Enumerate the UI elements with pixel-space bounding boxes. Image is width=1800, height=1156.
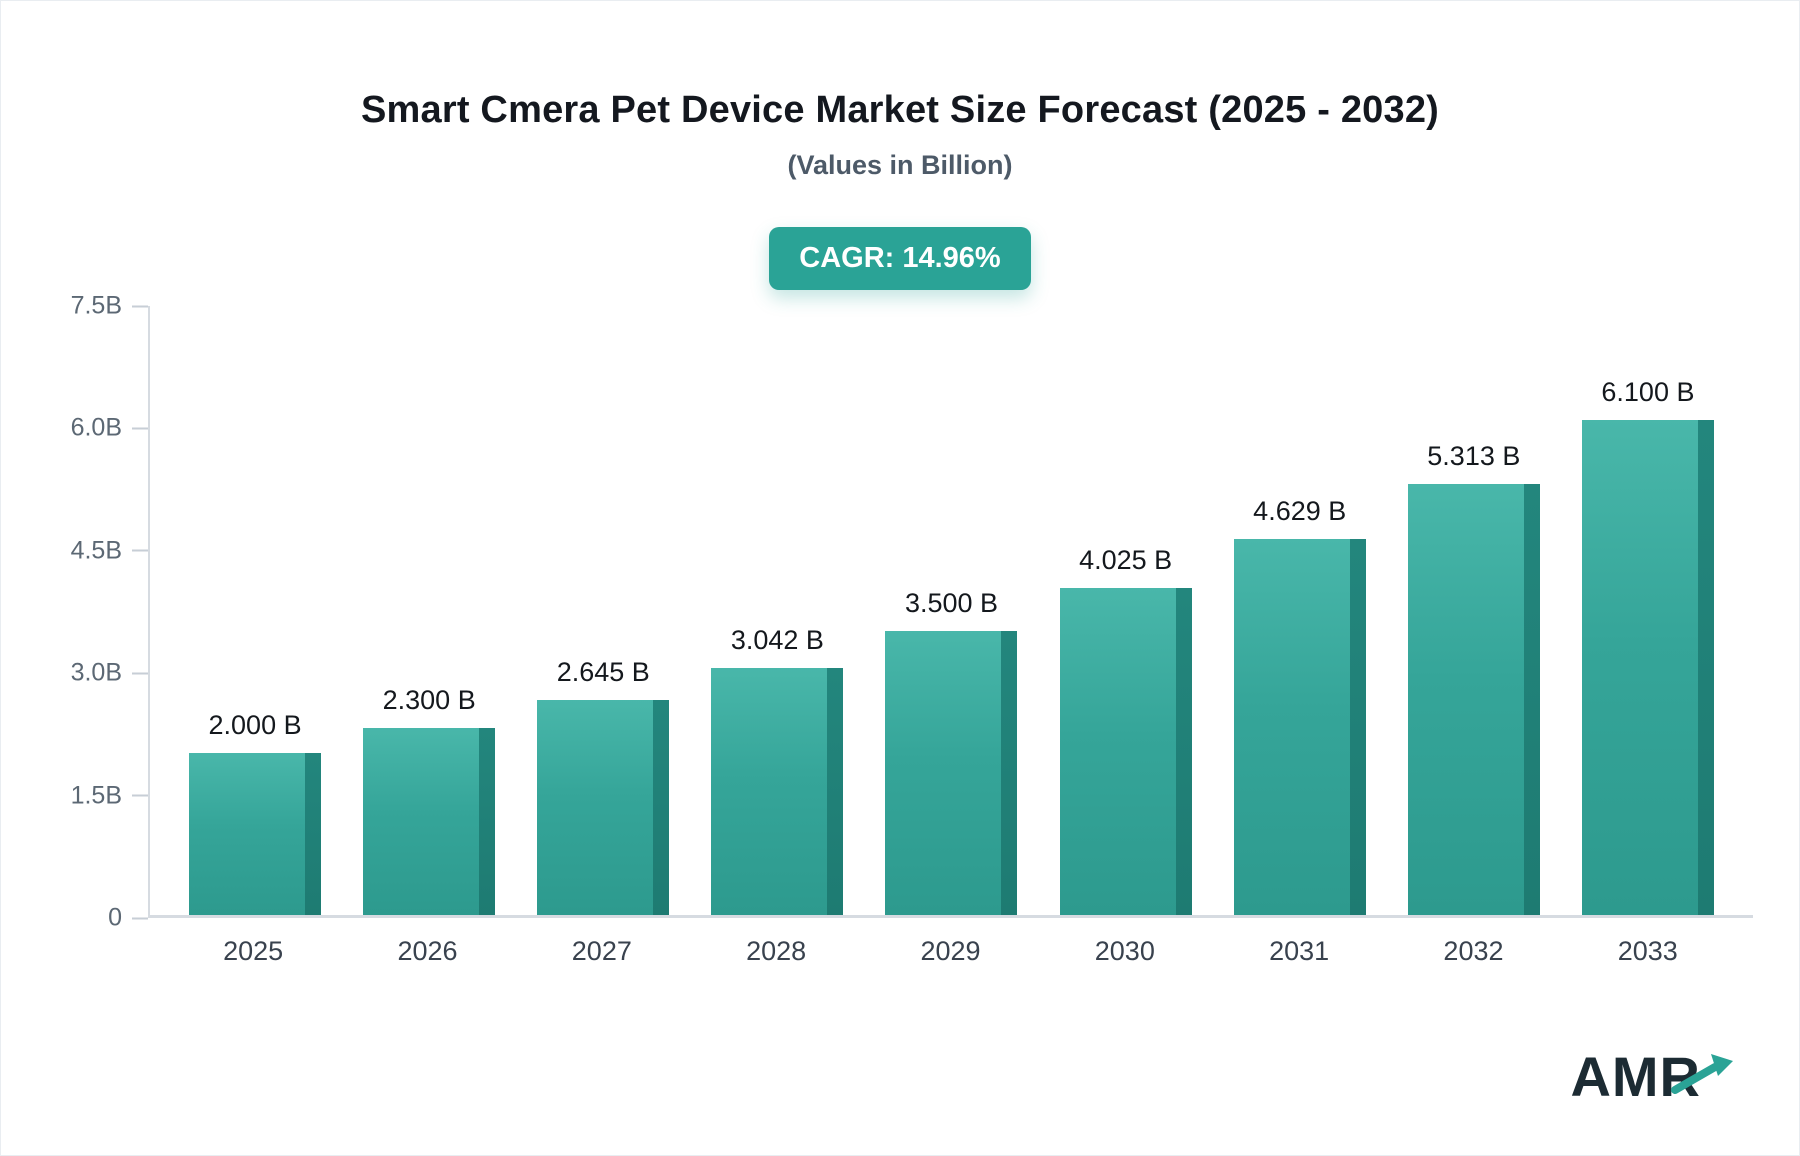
bar-side-face: [827, 668, 844, 915]
bar-value-label: 4.629 B: [1253, 496, 1347, 527]
y-axis: 7.5B 6.0B 4.5B 3.0B 1.5B 0: [23, 292, 148, 932]
bar-side-face: [653, 700, 670, 915]
bar-side-face: [479, 728, 496, 915]
y-tick-mark: [132, 549, 148, 552]
bar-front-face: [189, 752, 306, 915]
bar: [885, 630, 1018, 915]
bar-front-face: [711, 668, 828, 915]
bar-front-face: [363, 728, 480, 915]
brand-logo: AMR: [1570, 1044, 1735, 1109]
bar-front-face: [1581, 419, 1698, 915]
bar: [1407, 483, 1540, 915]
x-axis-label: 2030: [1094, 936, 1155, 966]
bar: [1059, 588, 1192, 915]
bar-group: 4.629 B: [1213, 306, 1387, 915]
bar-group: 2.645 B: [516, 306, 690, 915]
chart-title: Smart Cmera Pet Device Market Size Forec…: [360, 89, 1440, 131]
bar-side-face: [1697, 419, 1714, 915]
x-axis-label: 2029: [920, 936, 981, 966]
x-axis-label: 2031: [1269, 936, 1330, 966]
y-tick: 7.5B: [71, 292, 148, 321]
bar-side-face: [1175, 588, 1192, 915]
bar-value-label: 4.025 B: [1079, 545, 1173, 576]
bar-side-face: [305, 752, 322, 915]
y-tick-label: 0: [108, 903, 122, 932]
bar-side-face: [1523, 483, 1540, 915]
x-axis-labels: 2025 2026 2027 2028 2029 2030 2031 2032 2033: [148, 936, 1753, 967]
y-tick: 4.5B: [71, 536, 148, 565]
y-tick-label: 4.5B: [70, 536, 122, 565]
bar-value-label: 2.000 B: [208, 709, 302, 740]
bar-value-label: 6.100 B: [1601, 376, 1695, 407]
bar: [189, 752, 322, 915]
bar-value-label: 3.500 B: [904, 587, 999, 618]
bar-front-face: [537, 700, 654, 915]
bar: [711, 668, 844, 915]
bar-group: 6.100 B: [1561, 306, 1735, 915]
bar-group: 3.500 B: [864, 306, 1038, 915]
y-tick: 6.0B: [71, 414, 148, 443]
bar-group: 5.313 B: [1387, 306, 1561, 915]
bar-value-label: 2.645 B: [556, 657, 650, 688]
bar-side-face: [1001, 630, 1018, 915]
x-axis-label: 2033: [1617, 936, 1678, 966]
plot-area: 2.000 B 2.300 B 2.645 B 3.042 B 3.500 B 4.025…: [148, 306, 1753, 918]
x-axis-label: 2032: [1443, 936, 1504, 966]
bar-front-face: [1233, 539, 1350, 915]
chart: 7.5B 6.0B 4.5B 3.0B 1.5B 0 2.000 B 2.300 B 2.64…: [23, 292, 1753, 967]
y-tick-label: 6.0B: [70, 413, 122, 442]
chart-subtitle: (Values in Billion): [787, 150, 1013, 180]
bar-side-face: [1349, 539, 1366, 915]
x-axis-label: 2025: [223, 936, 284, 966]
bar-group: 3.042 B: [690, 306, 864, 915]
y-tick: 0: [108, 904, 148, 933]
badge-wrap: CAGR: 14.96%: [1, 227, 1799, 290]
bar-front-face: [1407, 483, 1524, 915]
y-tick: 3.0B: [71, 659, 148, 688]
y-tick-mark: [132, 305, 148, 307]
x-axis-label: 2028: [746, 936, 807, 966]
y-tick-mark: [132, 427, 148, 430]
bar-value-label: 3.042 B: [730, 625, 824, 655]
bar-group: 2.000 B: [168, 306, 342, 915]
bar-value-label: 5.313 B: [1427, 440, 1521, 471]
bar: [1581, 419, 1714, 915]
y-tick-mark: [132, 917, 148, 919]
y-tick-label: 7.5B: [70, 291, 122, 320]
bar: [363, 728, 496, 915]
y-tick-label: 1.5B: [70, 781, 122, 810]
bar-front-face: [1059, 588, 1176, 915]
bar: [1233, 539, 1366, 915]
x-axis-label: 2026: [397, 936, 458, 966]
bar: [537, 700, 670, 915]
y-tick-label: 3.0B: [70, 658, 122, 687]
y-tick-mark: [132, 672, 148, 675]
bar-front-face: [885, 630, 1002, 915]
y-tick-mark: [132, 794, 148, 797]
bar-group: 4.025 B: [1039, 306, 1213, 915]
x-axis-label: 2027: [571, 936, 632, 966]
y-tick: 1.5B: [71, 781, 148, 810]
logo-text: AMR: [1570, 1045, 1701, 1108]
bar-group: 2.300 B: [342, 306, 516, 915]
bar-value-label: 2.300 B: [382, 685, 476, 716]
logo-arrow-icon: [1671, 1053, 1733, 1094]
cagr-badge: CAGR: 14.96%: [769, 227, 1031, 290]
